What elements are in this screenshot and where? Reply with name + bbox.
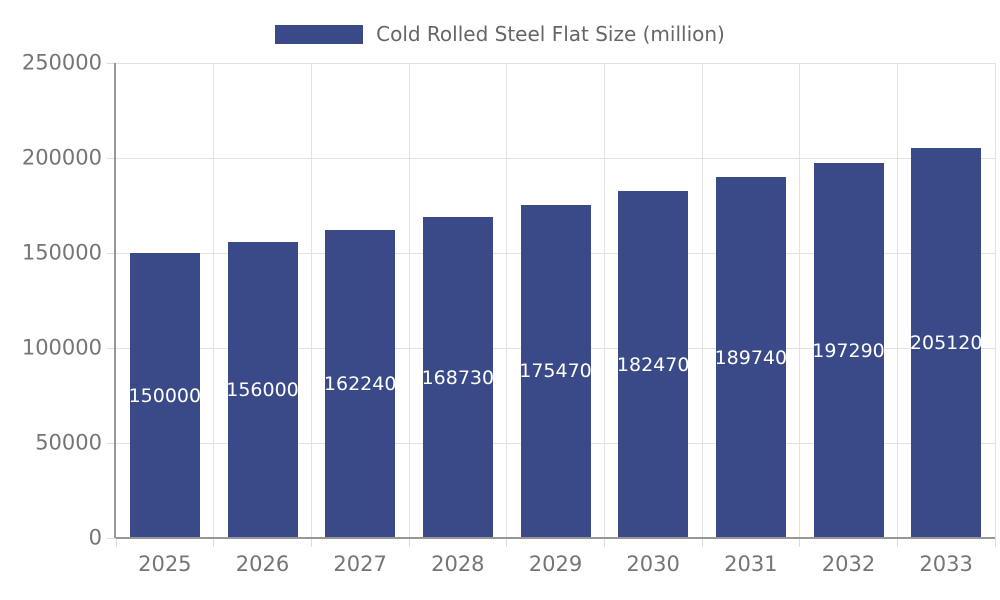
x-axis-tick (408, 538, 410, 547)
x-axis-tick-label: 2030 (626, 552, 680, 576)
y-axis-tick (107, 62, 116, 64)
y-axis-tick-label: 50000 (35, 430, 102, 455)
legend-swatch-icon (275, 24, 364, 44)
bar-value-label: 197290 (813, 339, 884, 362)
x-axis-tick (896, 538, 898, 547)
y-gridline (116, 157, 995, 159)
bar-2033: 205120 (911, 148, 982, 538)
bar-2032: 197290 (813, 163, 884, 538)
x-axis-tick-label: 2032 (821, 552, 876, 576)
bar-value-label: 175470 (520, 360, 591, 383)
y-axis-tick (107, 252, 116, 254)
bar-value-label: 182470 (618, 353, 689, 376)
y-axis-tick-label: 100000 (21, 335, 102, 360)
x-axis-tick (310, 538, 312, 547)
x-axis-tick (701, 538, 703, 547)
x-gridline (799, 63, 801, 538)
bar-2028: 168730 (422, 217, 493, 538)
y-axis-tick (107, 347, 116, 349)
legend-label: Cold Rolled Steel Flat Size (million) (376, 22, 725, 46)
x-gridline (701, 63, 703, 538)
bar-2030: 182470 (618, 191, 689, 538)
x-axis-tick-label: 2028 (431, 552, 485, 576)
x-gridline (896, 63, 898, 538)
y-gridline (116, 62, 995, 64)
x-axis-tick (115, 538, 117, 547)
y-axis-tick (107, 537, 116, 539)
bar-2029: 175470 (520, 204, 591, 538)
bar-value-label: 205120 (911, 332, 982, 355)
bar-value-label: 189740 (715, 346, 786, 369)
x-axis-tick-label: 2025 (138, 552, 192, 576)
bar-value-label: 150000 (129, 384, 200, 407)
x-gridline (310, 63, 312, 538)
x-axis-tick-label: 2033 (919, 552, 973, 576)
y-axis-tick-label: 250000 (21, 50, 102, 75)
bar-2026: 156000 (227, 241, 298, 538)
x-axis-tick (213, 538, 215, 547)
y-axis-line (114, 63, 116, 538)
x-gridline (213, 63, 215, 538)
x-axis-tick (799, 538, 801, 547)
x-axis-tick-label: 2026 (235, 552, 290, 576)
y-axis-tick-label: 150000 (21, 240, 102, 265)
x-axis-line (116, 537, 995, 539)
y-axis-tick (107, 442, 116, 444)
x-axis-tick (603, 538, 605, 547)
y-axis-tick-label: 200000 (21, 145, 102, 170)
bar-value-label: 156000 (227, 378, 298, 401)
bar-value-label: 162240 (325, 372, 396, 395)
bar-2027: 162240 (325, 229, 396, 538)
y-axis-tick-label: 0 (88, 525, 102, 550)
y-axis-tick (107, 157, 116, 159)
bar-2025: 150000 (129, 253, 200, 538)
x-axis-tick-label: 2029 (528, 552, 583, 576)
x-gridline (408, 63, 410, 538)
x-gridline (603, 63, 605, 538)
x-axis-tick (506, 538, 508, 547)
bar-value-label: 168730 (422, 366, 493, 389)
x-gridline (994, 63, 996, 538)
x-axis-tick (994, 538, 996, 547)
bar-2031: 189740 (715, 177, 786, 538)
x-axis-tick-label: 2027 (333, 552, 387, 576)
legend: Cold Rolled Steel Flat Size (million) (0, 22, 1000, 46)
x-gridline (506, 63, 508, 538)
x-axis-tick-label: 2031 (724, 552, 778, 576)
legend-item[interactable]: Cold Rolled Steel Flat Size (million) (275, 22, 725, 46)
